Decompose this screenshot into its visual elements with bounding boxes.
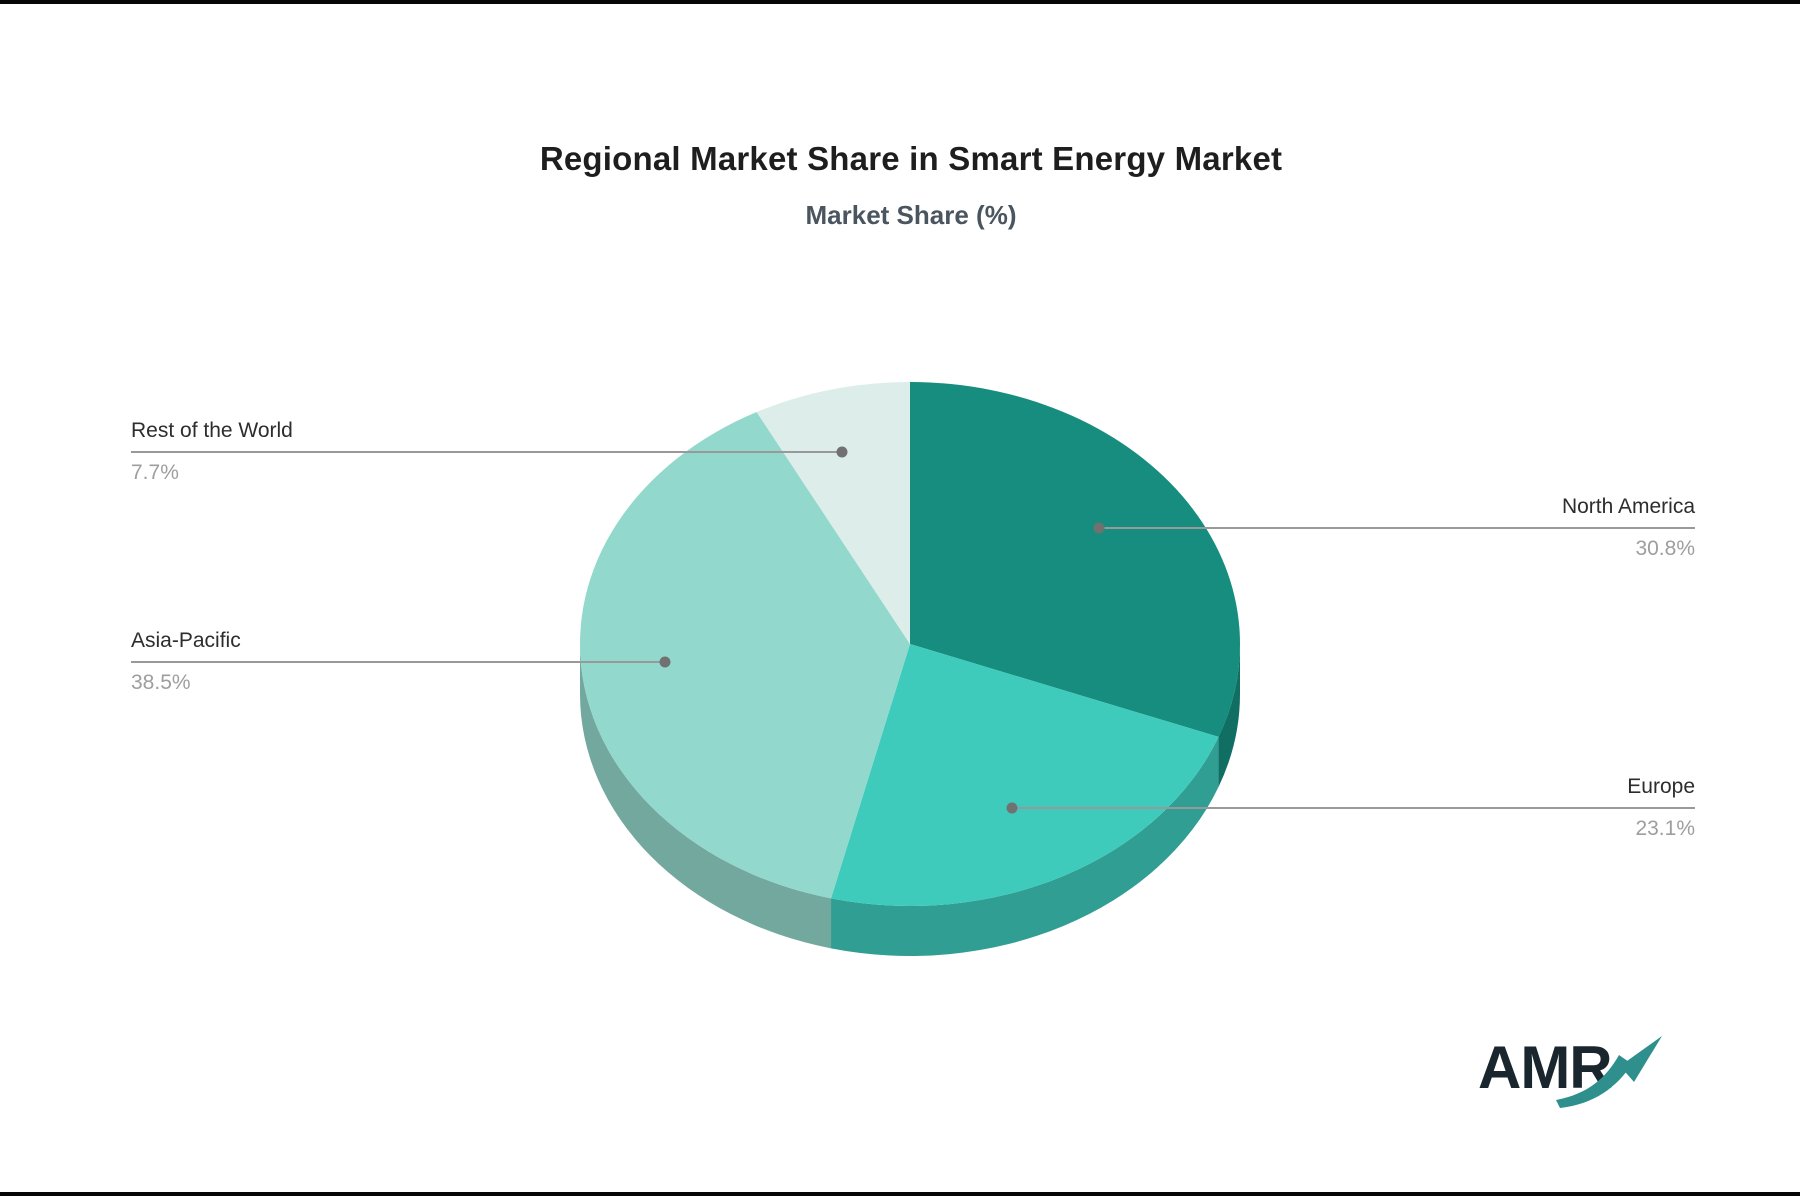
slice-value-europe: 23.1% [1635, 817, 1695, 840]
leader-dot-rest-of-the-world [836, 446, 848, 458]
pie-slice-north-america[interactable] [910, 382, 1241, 737]
slice-value-north-america: 30.8% [1635, 537, 1695, 560]
slice-label-north-america: North America [1561, 495, 1695, 518]
slice-value-asia-pacific: 38.5% [131, 671, 191, 694]
pie-slice-side-asia-pacific [580, 644, 832, 949]
pie-slice-side-north-america [1218, 644, 1240, 787]
chart-subtitle: Market Share (%) [805, 200, 1017, 230]
pie-chart [131, 382, 1695, 956]
leader-dot-europe [1006, 802, 1018, 814]
chart-title: Regional Market Share in Smart Energy Ma… [539, 140, 1283, 177]
leader-dot-north-america [1093, 522, 1105, 534]
slice-label-rest-of-the-world: Rest of the World [131, 419, 293, 442]
pie-slice-rest-of-the-world[interactable] [756, 382, 910, 644]
pie-slice-side-europe [831, 736, 1219, 956]
pie-slice-europe[interactable] [831, 644, 1219, 907]
growth-arrow-icon [1556, 1036, 1662, 1108]
leader-dot-asia-pacific [659, 656, 671, 668]
slice-value-rest-of-the-world: 7.7% [131, 461, 179, 484]
slice-label-europe: Europe [1627, 775, 1695, 798]
brand-logo: AMR [1478, 1036, 1688, 1118]
slice-label-asia-pacific: Asia-Pacific [131, 629, 241, 652]
pie-slice-asia-pacific[interactable] [579, 412, 910, 899]
